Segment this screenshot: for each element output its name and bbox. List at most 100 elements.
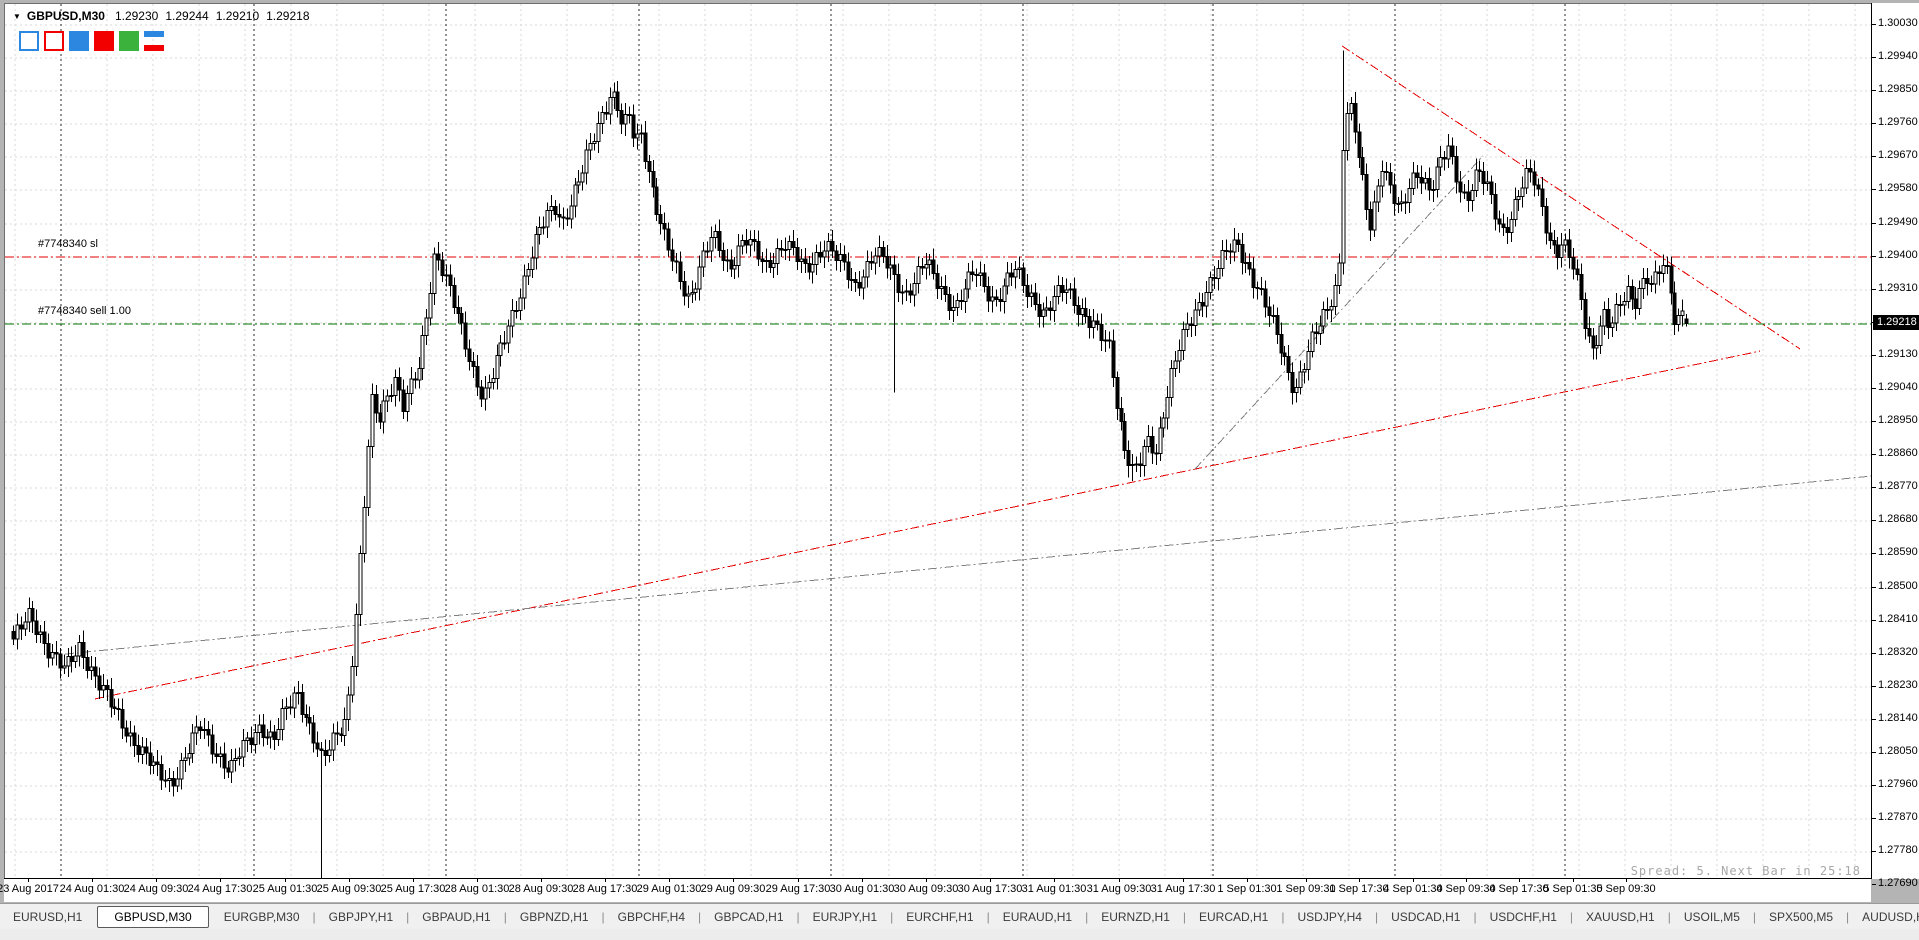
trendline-long-gray-trend[interactable] xyxy=(64,475,1871,655)
price-axis-tick xyxy=(1872,90,1876,92)
trendline-ascending-support[interactable] xyxy=(94,350,1761,700)
candle-body xyxy=(109,688,114,708)
candle-body xyxy=(1115,377,1120,409)
sell-order-label[interactable]: #7748340 sell 1.00 xyxy=(38,305,131,317)
price-axis-tick xyxy=(1872,785,1876,787)
candle-body xyxy=(1021,267,1026,286)
time-axis-tick xyxy=(990,879,991,882)
tab-separator: | xyxy=(698,909,702,924)
stop-loss-label[interactable]: #7748340 sl xyxy=(38,238,98,250)
price-axis-label: 1.28500 xyxy=(1878,579,1918,592)
price-axis-tick xyxy=(1872,586,1876,588)
candle-body xyxy=(635,133,640,139)
tab-audusd-h4[interactable]: AUDUSD,H4 xyxy=(1862,909,1919,924)
candle-body xyxy=(1267,306,1272,316)
price-axis-tick xyxy=(1872,685,1876,687)
candle-body xyxy=(202,729,207,732)
collapse-triangle-icon[interactable]: ▼ xyxy=(13,11,21,21)
tab-spx500-m5[interactable]: SPX500,M5 xyxy=(1769,909,1834,924)
tab-separator: | xyxy=(1846,909,1850,924)
tab-gbpaud-h1[interactable]: GBPAUD,H1 xyxy=(422,909,491,924)
tab-separator: | xyxy=(312,909,316,924)
price-axis-label: 1.28860 xyxy=(1878,447,1918,460)
candle-body xyxy=(1286,355,1291,373)
tab-usoil-m5[interactable]: USOIL,M5 xyxy=(1683,909,1740,924)
tab-usdcad-h1[interactable]: USDCAD,H1 xyxy=(1391,909,1461,924)
tab-eurusd-h1[interactable]: EURUSD,H1 xyxy=(13,909,83,924)
tab-eurcad-h1[interactable]: EURCAD,H1 xyxy=(1199,909,1269,924)
candle-body xyxy=(132,732,137,747)
candle-body xyxy=(966,271,971,290)
candle-body xyxy=(1220,249,1225,269)
price-axis-label: 1.28770 xyxy=(1878,480,1918,493)
tab-gbpjpy-h1[interactable]: GBPJPY,H1 xyxy=(328,909,394,924)
candle-body xyxy=(1579,274,1584,300)
price-axis-tick xyxy=(1872,189,1876,191)
tab-eurgbp-m30[interactable]: EURGBP,M30 xyxy=(223,909,300,924)
candle-body xyxy=(381,400,386,423)
ohlc-close: 1.29218 xyxy=(266,9,310,23)
price-axis-label: 1.28140 xyxy=(1878,711,1918,724)
style-outline-blue-icon[interactable] xyxy=(19,31,39,51)
style-solid-green-icon[interactable] xyxy=(119,31,139,51)
candle-body xyxy=(1669,265,1674,294)
candle-body xyxy=(877,246,882,257)
chart-plot-area[interactable]: ▼ GBPUSD,M30 1.29230 1.29244 1.29210 1.2… xyxy=(4,3,1871,878)
price-axis-tick xyxy=(1872,619,1876,621)
time-axis-label: 29 Aug 01:30 xyxy=(636,883,702,895)
candle-body xyxy=(1435,166,1440,191)
candle-body xyxy=(1388,171,1393,186)
style-solid-red-icon[interactable] xyxy=(94,31,114,51)
candle-body xyxy=(1372,201,1377,231)
candle-body xyxy=(1357,131,1362,159)
candle-body xyxy=(1680,310,1685,316)
candle-body xyxy=(214,753,219,757)
candle-body xyxy=(752,239,757,243)
tab-eurjpy-h1[interactable]: EURJPY,H1 xyxy=(812,909,878,924)
candle-body xyxy=(1076,304,1081,316)
candle-body xyxy=(1236,239,1241,245)
tab-usdchf-h1[interactable]: USDCHF,H1 xyxy=(1489,909,1557,924)
time-axis[interactable]: 23 Aug 2017 24 Aug 01:30 24 Aug 09:30 24 Au… xyxy=(0,878,1871,902)
candle-body xyxy=(358,553,363,615)
tab-xauusd-h1[interactable]: XAUUSD,H1 xyxy=(1586,909,1655,924)
candle-body xyxy=(151,761,156,767)
style-double-bar-icon[interactable] xyxy=(144,31,164,51)
candle-body xyxy=(1493,194,1498,220)
tab-gbpnzd-h1[interactable]: GBPNZD,H1 xyxy=(519,909,589,924)
candle-body xyxy=(69,656,74,662)
candle-body xyxy=(549,206,554,211)
tab-eurchf-h1[interactable]: EURCHF,H1 xyxy=(906,909,974,924)
tab-gbpusd-m30[interactable]: GBPUSD,M30 xyxy=(97,905,209,928)
candle-body xyxy=(233,757,238,761)
tab-gbpcad-h1[interactable]: GBPCAD,H1 xyxy=(714,909,784,924)
candle-body xyxy=(1676,314,1681,326)
candle-body xyxy=(803,258,808,264)
tab-usdjpy-h4[interactable]: USDJPY,H4 xyxy=(1297,909,1362,924)
candle-body xyxy=(1505,227,1510,233)
tab-euraud-h1[interactable]: EURAUD,H1 xyxy=(1002,909,1073,924)
trendline-steep-gray-trend[interactable] xyxy=(1194,155,1484,470)
candle-body xyxy=(1661,265,1666,275)
chart-canvas[interactable] xyxy=(5,4,1871,878)
candle-body xyxy=(1427,178,1432,191)
candle-body xyxy=(1130,464,1135,467)
candle-body xyxy=(662,223,667,230)
style-outline-red-icon[interactable] xyxy=(44,31,64,51)
candle-body xyxy=(245,737,250,741)
candle-body xyxy=(1641,277,1646,289)
price-axis-label: 1.29490 xyxy=(1878,215,1918,228)
candle-body xyxy=(319,748,324,751)
candle-body xyxy=(194,726,199,734)
trendline-descending-resistance[interactable] xyxy=(1341,45,1801,350)
price-axis[interactable]: 1.29218 1.30030 1.29940 1.29850 1.29760 1.29… xyxy=(1871,3,1919,889)
price-axis-label: 1.29760 xyxy=(1878,116,1918,129)
style-solid-blue-icon[interactable] xyxy=(69,31,89,51)
candle-body xyxy=(959,299,964,302)
tab-eurnzd-h1[interactable]: EURNZD,H1 xyxy=(1101,909,1170,924)
price-axis-label: 1.29580 xyxy=(1878,182,1918,195)
candle-body xyxy=(693,288,698,293)
candle-body xyxy=(1637,287,1642,310)
candle-body xyxy=(1282,352,1287,357)
tab-gbpchf-h4[interactable]: GBPCHF,H4 xyxy=(617,909,686,924)
